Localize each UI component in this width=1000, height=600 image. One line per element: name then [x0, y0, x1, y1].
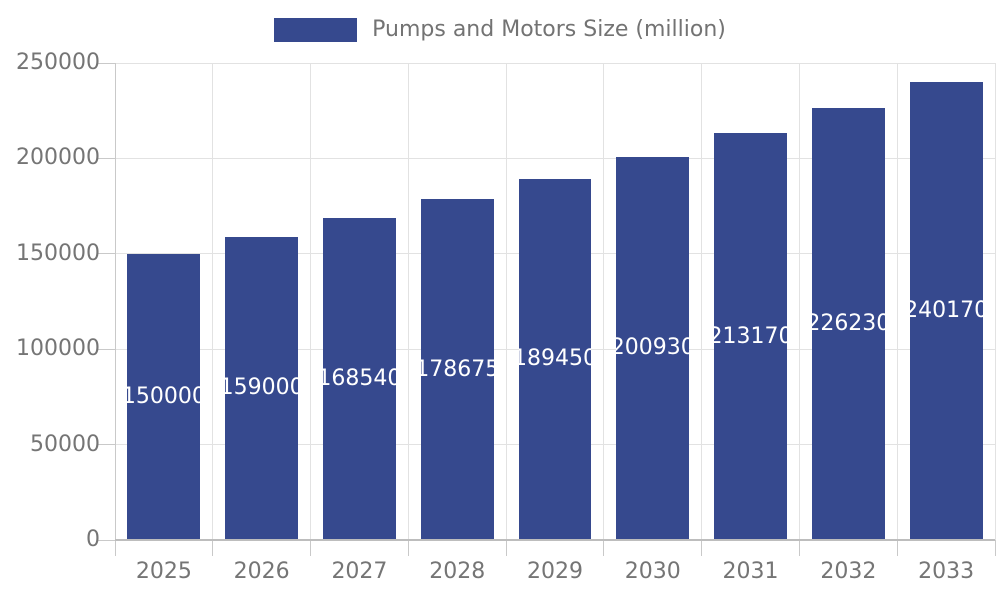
- x-axis-tick: [505, 540, 507, 556]
- x-tick-label: 2027: [331, 559, 388, 584]
- y-axis-tick: [97, 253, 115, 255]
- x-axis-tick: [407, 540, 409, 556]
- x-axis-tick: [310, 540, 312, 556]
- x-axis-tick: [212, 540, 214, 556]
- bar-2027[interactable]: 168540: [323, 218, 396, 540]
- bar-cell: 189450: [506, 63, 604, 540]
- bar-2026[interactable]: 159000: [225, 236, 299, 540]
- y-axis-tick: [97, 444, 115, 446]
- gridline-vertical: [896, 63, 898, 540]
- x-tick-label: 2030: [624, 559, 681, 584]
- legend-label: Pumps and Motors Size (million): [372, 17, 726, 42]
- y-axis-tick: [97, 62, 115, 64]
- x-tick-label: 2025: [135, 559, 192, 584]
- gridline-vertical: [505, 63, 507, 540]
- y-tick-label: 250000: [16, 50, 100, 75]
- bar-value-label: 150000: [127, 383, 201, 409]
- bar-2028[interactable]: 178675: [420, 199, 494, 540]
- bar-value-label: 159000: [225, 375, 299, 401]
- bar-2031[interactable]: 213170: [714, 133, 787, 540]
- bar-2033[interactable]: 240170: [909, 81, 983, 540]
- gridline-vertical: [310, 63, 312, 540]
- gridline-vertical: [212, 63, 214, 540]
- x-axis-tick: [701, 540, 703, 556]
- bar-cell: 240170: [897, 63, 995, 540]
- y-axis-tick: [97, 348, 115, 350]
- bar-2030[interactable]: 200930: [616, 156, 690, 540]
- y-axis-tick: [97, 157, 115, 159]
- bar-value-label: 240170: [909, 297, 983, 323]
- x-tick-label: 2028: [429, 559, 486, 584]
- y-tick-label: 200000: [16, 145, 100, 171]
- x-axis-tick: [994, 540, 996, 556]
- bar-value-label: 200930: [616, 335, 690, 361]
- bar-2025[interactable]: 150000: [127, 253, 201, 540]
- gridline-vertical: [407, 63, 409, 540]
- legend-swatch: [274, 17, 358, 42]
- bar-cell: 159000: [213, 63, 311, 540]
- x-axis-tick: [896, 540, 898, 556]
- bar-value-label: 189450: [518, 346, 592, 372]
- bar-cell: 178675: [408, 63, 506, 540]
- gridline-horizontal: [115, 157, 995, 159]
- bar-value-label: 226230: [811, 311, 885, 337]
- bar-cell: 226230: [799, 63, 897, 540]
- x-tick-label: 2026: [233, 559, 290, 584]
- bar-cell: 168540: [311, 63, 409, 540]
- x-tick-label: 2029: [527, 559, 583, 584]
- x-axis-line: [115, 539, 995, 541]
- bar-value-label: 178675: [420, 356, 494, 382]
- y-tick-label: 0: [86, 527, 100, 552]
- x-tick-label: 2033: [918, 559, 975, 584]
- gridline-horizontal: [115, 62, 995, 64]
- bar-cell: 213170: [702, 63, 800, 540]
- bar-cell: 200930: [604, 63, 702, 540]
- plot-area: 150000 159000 168540 178675 189450 200930 2131…: [97, 62, 996, 556]
- bar-cell: 150000: [115, 63, 213, 540]
- y-tick-label: 100000: [16, 336, 100, 362]
- y-tick-label: 50000: [30, 431, 100, 457]
- bar-value-label: 213170: [714, 323, 787, 349]
- legend[interactable]: Pumps and Motors Size (million): [0, 17, 1000, 42]
- bar-value-label: 168540: [323, 366, 396, 392]
- x-tick-label: 2031: [722, 559, 779, 584]
- x-tick-label: 2032: [820, 559, 877, 584]
- bar-2032[interactable]: 226230: [811, 108, 885, 540]
- gridline-vertical: [798, 63, 800, 540]
- gridline-vertical: [994, 63, 996, 540]
- bar-2029[interactable]: 189450: [518, 178, 592, 540]
- y-axis-line: [115, 63, 116, 540]
- x-axis-tick: [114, 540, 116, 556]
- y-axis-tick: [97, 539, 115, 541]
- y-tick-label: 150000: [16, 240, 100, 266]
- x-axis-tick: [798, 540, 800, 556]
- gridline-vertical: [701, 63, 703, 540]
- gridline-vertical: [603, 63, 605, 540]
- x-axis-tick: [603, 540, 605, 556]
